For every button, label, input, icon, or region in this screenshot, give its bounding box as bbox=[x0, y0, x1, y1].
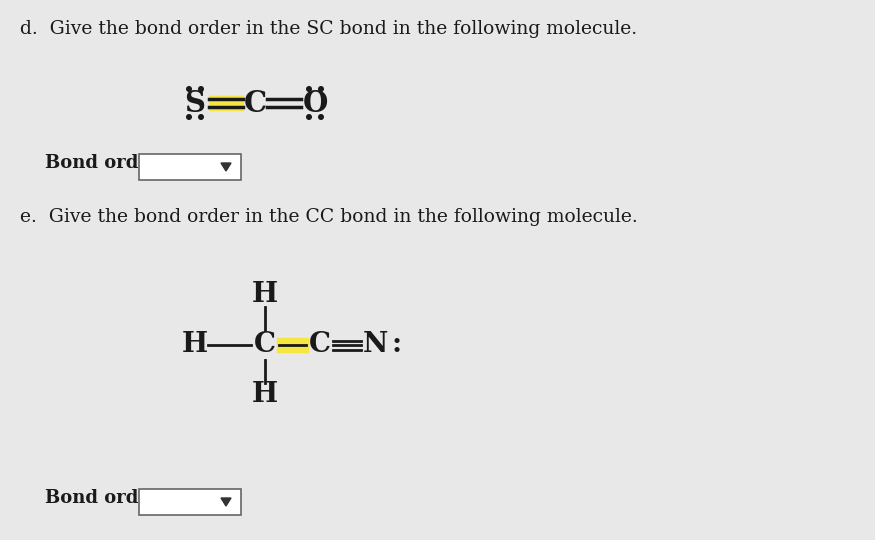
Circle shape bbox=[307, 87, 312, 91]
Text: Bond order:: Bond order: bbox=[45, 489, 166, 507]
Text: O: O bbox=[303, 89, 328, 118]
Circle shape bbox=[186, 114, 192, 119]
Text: H: H bbox=[252, 381, 278, 408]
Text: H: H bbox=[182, 332, 208, 359]
Text: Bond order:: Bond order: bbox=[45, 154, 166, 172]
Circle shape bbox=[307, 114, 312, 119]
Polygon shape bbox=[221, 498, 231, 506]
Text: H: H bbox=[252, 281, 278, 308]
Polygon shape bbox=[221, 163, 231, 171]
Text: e.  Give the bond order in the CC bond in the following molecule.: e. Give the bond order in the CC bond in… bbox=[20, 208, 638, 226]
Text: C: C bbox=[243, 89, 267, 118]
FancyBboxPatch shape bbox=[139, 489, 241, 515]
Text: C: C bbox=[254, 332, 276, 359]
Bar bbox=[277, 338, 308, 352]
Text: :: : bbox=[391, 332, 401, 359]
Circle shape bbox=[199, 87, 203, 91]
Circle shape bbox=[186, 87, 192, 91]
Text: S: S bbox=[185, 89, 206, 118]
Circle shape bbox=[199, 114, 203, 119]
Circle shape bbox=[318, 114, 323, 119]
Text: C: C bbox=[309, 332, 331, 359]
Bar bbox=[209, 96, 243, 110]
Text: N: N bbox=[362, 332, 388, 359]
Circle shape bbox=[318, 87, 323, 91]
FancyBboxPatch shape bbox=[139, 154, 241, 180]
Text: d.  Give the bond order in the SC bond in the following molecule.: d. Give the bond order in the SC bond in… bbox=[20, 20, 637, 38]
